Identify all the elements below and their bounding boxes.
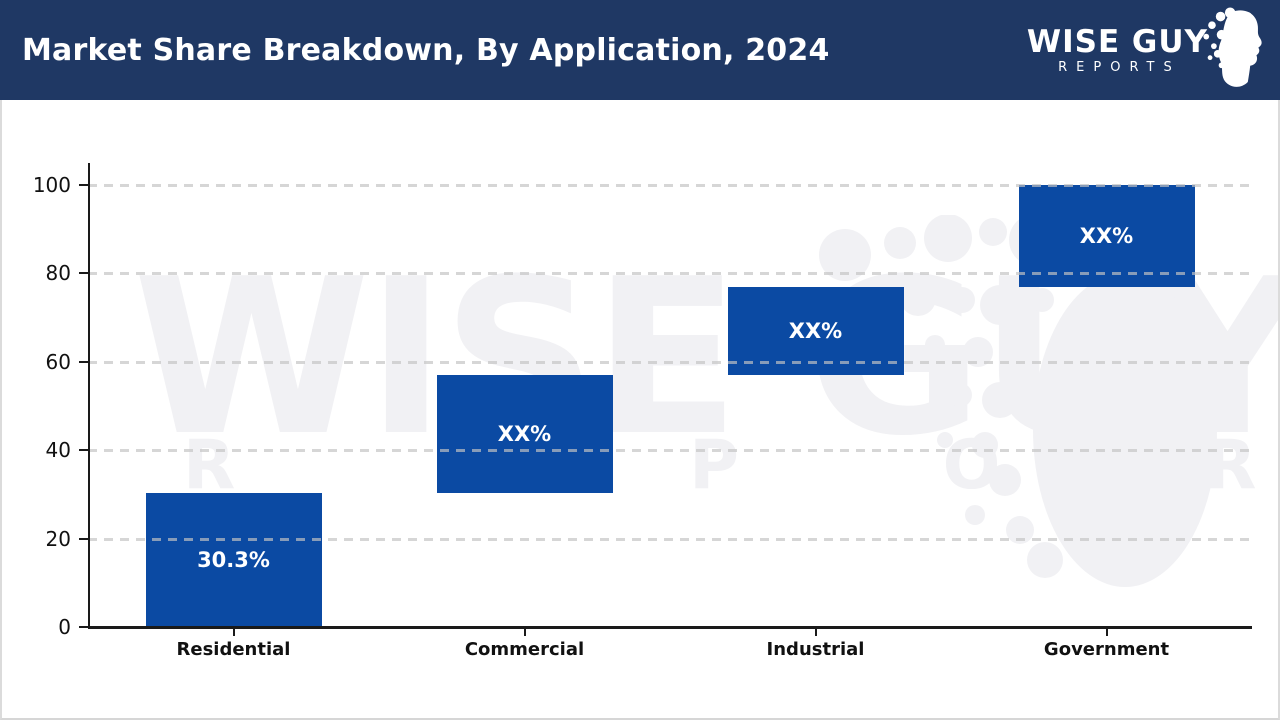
bar-value-label-residential: 30.3%: [197, 548, 270, 573]
y-tick-label-0: 0: [58, 615, 71, 639]
x-tick-industrial: [814, 627, 817, 636]
y-tick-label-40: 40: [45, 438, 71, 463]
bar-value-label-industrial: XX%: [788, 318, 843, 343]
header-bar: Market Share Breakdown, By Application, …: [0, 0, 1280, 100]
x-axis-spine: [88, 626, 1252, 629]
logo-wordmark: WISE GUY: [1026, 24, 1208, 60]
bar-residential: 30.3%: [145, 493, 322, 627]
y-tick-100: [79, 184, 88, 186]
y-tick-60: [79, 360, 88, 363]
chart-area: WISE GUY R E P O R T S 02040608010030.3%…: [0, 100, 1280, 720]
gridline-80: [88, 272, 1252, 276]
x-tick-residential: [232, 627, 235, 636]
y-tick-40: [79, 449, 88, 452]
watermark-face-dots: [819, 215, 1217, 587]
x-axis-label-commercial: Commercial: [464, 639, 585, 660]
x-tick-commercial: [523, 627, 526, 636]
gridline-60: [88, 360, 1252, 364]
y-tick-label-80: 80: [45, 261, 71, 286]
gridline-20: [88, 537, 1252, 541]
x-axis-label-industrial: Industrial: [766, 639, 865, 660]
gridline-100: [88, 184, 1252, 187]
y-tick-0: [79, 626, 88, 628]
logo-text: WISE GUY REPORTS: [1027, 25, 1208, 75]
gridline-40: [88, 449, 1252, 453]
y-tick-label-100: 100: [32, 173, 71, 197]
y-axis-spine: [88, 163, 90, 627]
x-tick-government: [1105, 627, 1108, 636]
y-tick-label-20: 20: [45, 526, 71, 551]
x-axis-label-residential: Residential: [176, 639, 291, 660]
y-tick-20: [79, 537, 88, 540]
bar-industrial: XX%: [727, 286, 904, 376]
bar-value-label-government: XX%: [1079, 223, 1134, 248]
y-tick-label-60: 60: [45, 349, 71, 374]
bar-commercial: XX%: [436, 375, 613, 494]
bar-government: XX%: [1018, 185, 1195, 287]
bar-value-label-commercial: XX%: [497, 422, 552, 447]
wise-guy-reports-logo: WISE GUY REPORTS: [1027, 7, 1272, 93]
logo-face-icon: [1203, 7, 1262, 87]
logo-subtitle: REPORTS: [1058, 60, 1181, 75]
x-axis-label-government: Government: [1043, 639, 1170, 660]
page-title: Market Share Breakdown, By Application, …: [22, 32, 830, 68]
y-tick-80: [79, 272, 88, 275]
